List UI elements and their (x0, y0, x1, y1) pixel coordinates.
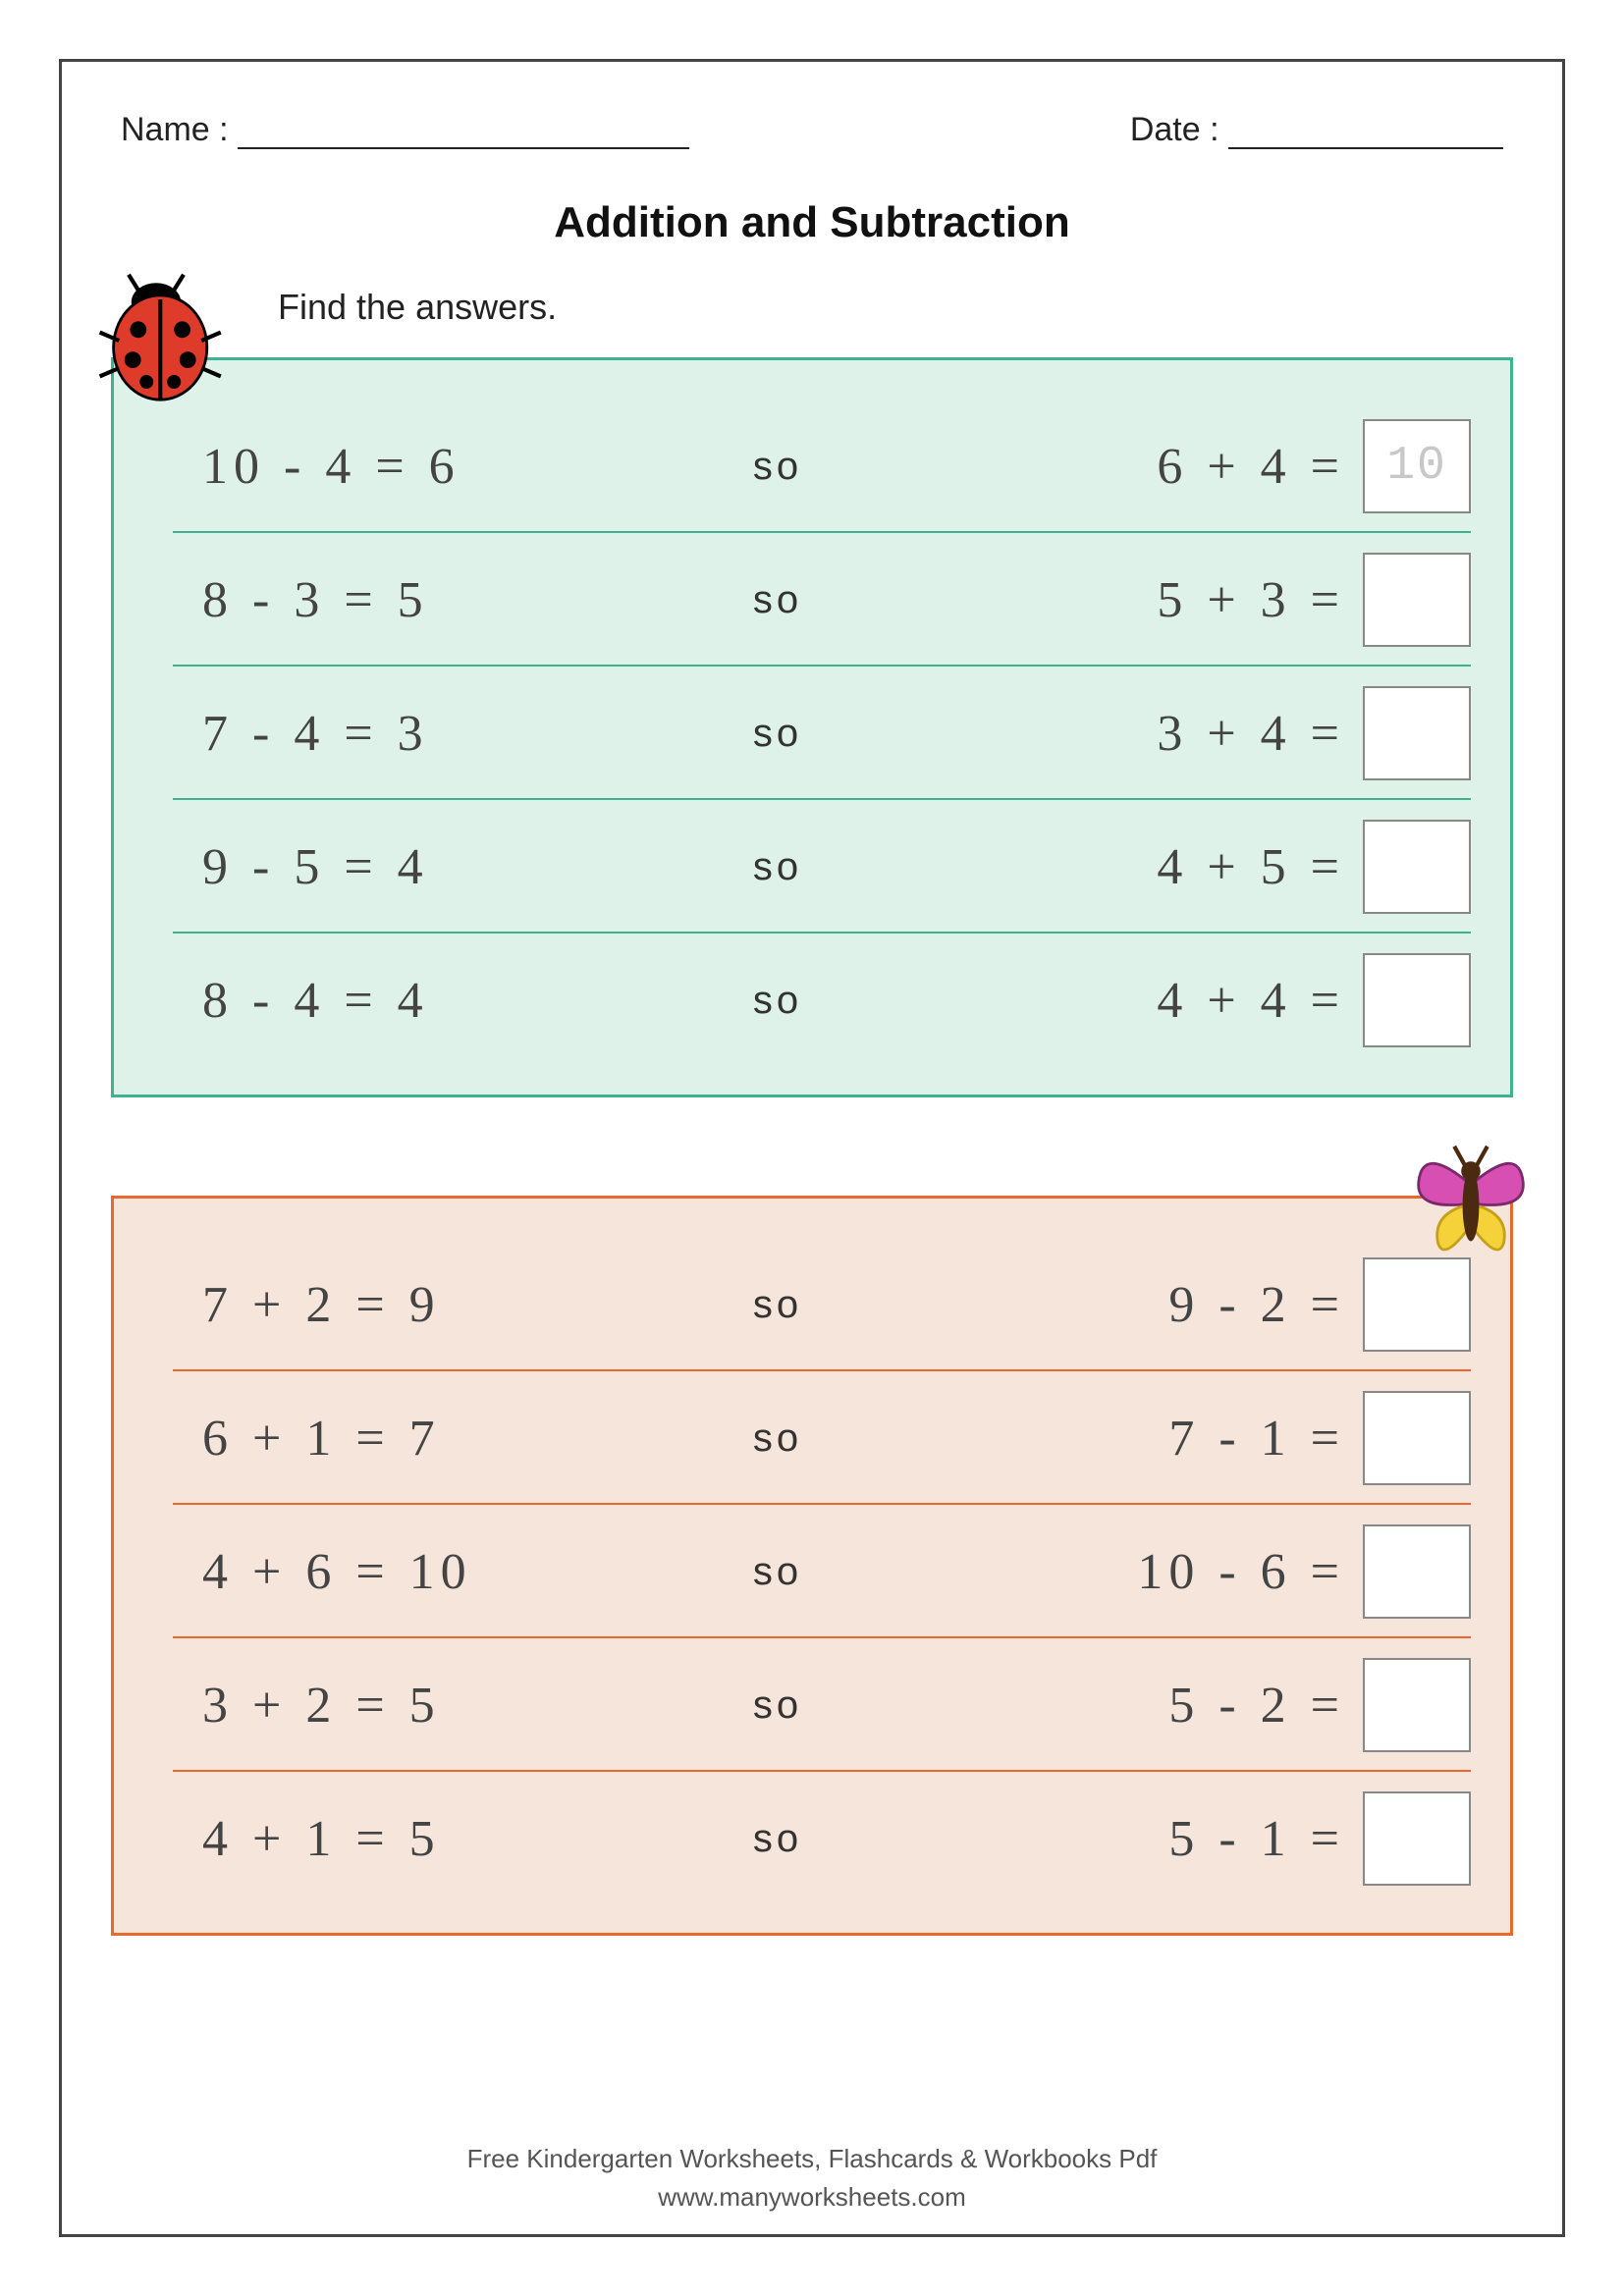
so-word: so (719, 445, 837, 489)
footer: Free Kindergarten Worksheets, Flashcards… (62, 2140, 1562, 2216)
so-word: so (719, 845, 837, 889)
left-equation: 8 - 4 = 4 (173, 972, 595, 1030)
name-blank[interactable] (238, 113, 689, 149)
right-eq-text: 9 - 2 = (1168, 1276, 1345, 1334)
date-label: Date : (1130, 111, 1219, 148)
right-equation: 3 + 4 = (960, 686, 1471, 780)
worksheet-page: Name : Date : Addition and Subtraction F… (59, 59, 1565, 2237)
name-field[interactable]: Name : (121, 111, 689, 149)
green-panel: 10 - 4 = 6 so 6 + 4 = 10 8 - 3 = 5 so 5 … (111, 357, 1513, 1097)
problem-row: 4 + 1 = 5 so 5 - 1 = (173, 1772, 1471, 1903)
so-word: so (719, 1817, 837, 1861)
left-equation: 6 + 1 = 7 (173, 1410, 595, 1468)
date-blank[interactable] (1228, 113, 1503, 149)
header-row: Name : Date : (111, 111, 1513, 149)
answer-box[interactable] (1363, 1791, 1471, 1886)
problem-row: 3 + 2 = 5 so 5 - 2 = (173, 1638, 1471, 1772)
footer-line-2: www.manyworksheets.com (62, 2178, 1562, 2216)
right-eq-text: 5 - 2 = (1168, 1677, 1345, 1735)
problem-row: 8 - 4 = 4 so 4 + 4 = (173, 934, 1471, 1065)
right-eq-text: 4 + 4 = (1157, 972, 1345, 1030)
right-equation: 5 - 2 = (960, 1658, 1471, 1752)
answer-box[interactable] (1363, 1524, 1471, 1619)
so-word: so (719, 979, 837, 1023)
right-eq-text: 6 + 4 = (1157, 438, 1345, 496)
date-field[interactable]: Date : (1130, 111, 1503, 149)
answer-box[interactable] (1363, 1391, 1471, 1485)
answer-box[interactable] (1363, 553, 1471, 647)
footer-line-1: Free Kindergarten Worksheets, Flashcards… (62, 2140, 1562, 2178)
right-equation: 5 - 1 = (960, 1791, 1471, 1886)
answer-box[interactable]: 10 (1363, 419, 1471, 513)
so-word: so (719, 1550, 837, 1594)
right-equation: 6 + 4 = 10 (960, 419, 1471, 513)
left-equation: 4 + 1 = 5 (173, 1810, 595, 1868)
left-equation: 3 + 2 = 5 (173, 1677, 595, 1735)
left-equation: 9 - 5 = 4 (173, 838, 595, 896)
left-equation: 10 - 4 = 6 (173, 438, 595, 496)
right-eq-text: 5 + 3 = (1157, 571, 1345, 629)
butterfly-icon (1402, 1130, 1540, 1267)
right-equation: 5 + 3 = (960, 553, 1471, 647)
answer-box[interactable] (1363, 1658, 1471, 1752)
problem-row: 8 - 3 = 5 so 5 + 3 = (173, 533, 1471, 667)
problem-row: 4 + 6 = 10 so 10 - 6 = (173, 1505, 1471, 1638)
problem-row: 6 + 1 = 7 so 7 - 1 = (173, 1371, 1471, 1505)
answer-box[interactable] (1363, 686, 1471, 780)
left-equation: 7 - 4 = 3 (173, 705, 595, 763)
page-title: Addition and Subtraction (111, 198, 1513, 247)
so-word: so (719, 578, 837, 622)
right-eq-text: 7 - 1 = (1168, 1410, 1345, 1468)
orange-panel: 7 + 2 = 9 so 9 - 2 = 6 + 1 = 7 so 7 - 1 … (111, 1196, 1513, 1936)
so-word: so (719, 1283, 837, 1327)
right-equation: 9 - 2 = (960, 1257, 1471, 1352)
problem-row: 7 - 4 = 3 so 3 + 4 = (173, 667, 1471, 800)
right-eq-text: 10 - 6 = (1137, 1543, 1345, 1601)
problem-row: 7 + 2 = 9 so 9 - 2 = (173, 1238, 1471, 1371)
right-equation: 4 + 4 = (960, 953, 1471, 1047)
problem-row: 10 - 4 = 6 so 6 + 4 = 10 (173, 400, 1471, 533)
name-label: Name : (121, 111, 229, 148)
so-word: so (719, 1683, 837, 1728)
left-equation: 8 - 3 = 5 (173, 571, 595, 629)
right-equation: 10 - 6 = (960, 1524, 1471, 1619)
right-eq-text: 3 + 4 = (1157, 705, 1345, 763)
left-equation: 7 + 2 = 9 (173, 1276, 595, 1334)
so-word: so (719, 1416, 837, 1461)
ladybug-icon (94, 272, 232, 409)
right-equation: 4 + 5 = (960, 820, 1471, 914)
problem-row: 9 - 5 = 4 so 4 + 5 = (173, 800, 1471, 934)
answer-box[interactable] (1363, 1257, 1471, 1352)
so-word: so (719, 712, 837, 756)
instruction-text: Find the answers. (278, 287, 1513, 328)
right-eq-text: 4 + 5 = (1157, 838, 1345, 896)
right-equation: 7 - 1 = (960, 1391, 1471, 1485)
answer-box[interactable] (1363, 953, 1471, 1047)
answer-box[interactable] (1363, 820, 1471, 914)
right-eq-text: 5 - 1 = (1168, 1810, 1345, 1868)
left-equation: 4 + 6 = 10 (173, 1543, 595, 1601)
